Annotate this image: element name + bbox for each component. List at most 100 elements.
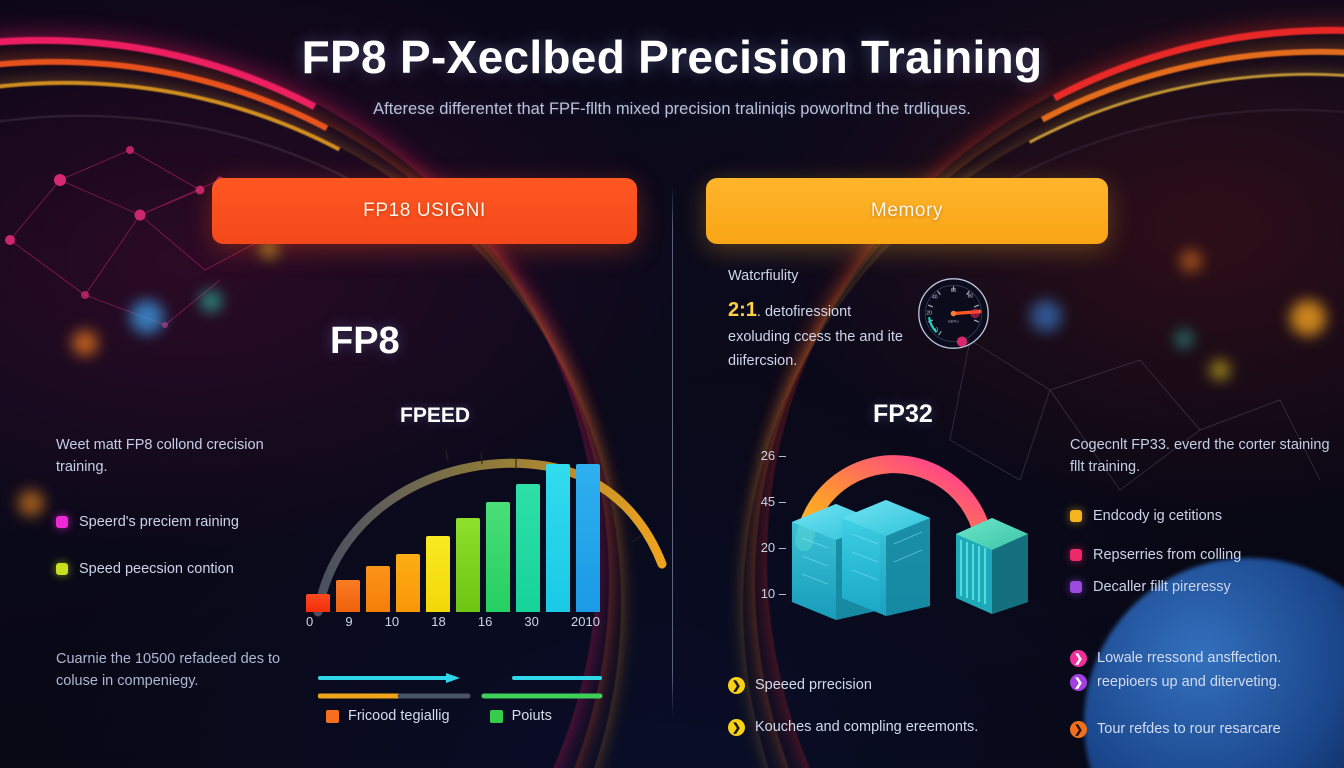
bar-1 — [336, 580, 360, 612]
page-title: FP8 P-Xeclbed Precision Training — [301, 31, 1043, 83]
bar-2 — [366, 566, 390, 612]
bullet-dot-magenta-icon — [56, 515, 68, 528]
fp32-y-axis: 26 – 45 – 20 – 10 – — [744, 448, 786, 632]
legend-swatch-orange-icon — [326, 709, 339, 723]
page-subtitle: Afterese differentet that FPF-fllth mixe… — [373, 100, 971, 118]
bokeh-orb — [72, 330, 98, 356]
bokeh-orb — [1210, 360, 1230, 380]
mid-item[interactable]: ❯ Speeed prrecision — [728, 675, 1058, 695]
svg-text:0: 0 — [935, 327, 938, 333]
chevron-right-icon: ❯ — [728, 719, 745, 737]
bar-6 — [486, 502, 510, 612]
left-text-column: Weet matt FP8 collond crecision training… — [56, 434, 276, 580]
left-bullet-item[interactable]: Speed peecsion contion — [56, 559, 276, 579]
ratio-heading: Watcrfiulity — [728, 268, 799, 284]
legend-item[interactable]: Fricood tegiallig — [326, 708, 450, 724]
ratio-text-block: Watcrfiulity 2:1. detofiressiont exoludi… — [728, 266, 908, 373]
x-tick: 0 — [306, 614, 314, 629]
svg-text:20: 20 — [926, 310, 932, 316]
left-footer-text-block: Cuarnie the 10500 refadeed des to coluse… — [56, 648, 281, 693]
legend-label: Poiuts — [511, 708, 552, 724]
bar-0 — [306, 594, 330, 612]
bar-8 — [546, 464, 570, 612]
left-intro-text: Weet matt FP8 collond crecision training… — [56, 437, 264, 476]
right-bottom-items: ❯ Lowale rressond ansffection. ❯ reepioe… — [1070, 648, 1335, 739]
bullet-dot-pink-icon — [1070, 549, 1082, 562]
bar-7 — [516, 484, 540, 612]
x-tick: 16 — [477, 614, 493, 629]
bullet-dot-lime-icon — [56, 563, 68, 576]
chevron-right-icon: ❯ — [1070, 650, 1087, 667]
fp32-heading: FP32 — [873, 400, 933, 428]
right-bullet-item[interactable]: Decaller fillt pireressy — [1070, 577, 1330, 597]
arrow-bars-svg — [317, 673, 603, 699]
chevron-right-icon: ❯ — [728, 677, 745, 694]
tab-fp18-label: FP18 USIGNI — [363, 200, 486, 221]
bottom-item[interactable]: ❯ Tour refdes to rour resarcare — [1070, 719, 1335, 739]
speed-chart-x-axis: 0 9 10 18 16 30 2010 — [306, 614, 600, 629]
bottom-item[interactable]: ❯ Lowale rressond ansffection. — [1070, 648, 1335, 668]
chart-arrow-indicators — [317, 672, 618, 711]
y-tick: 10 – — [760, 586, 786, 601]
network-constellation-decoration-right — [949, 339, 1321, 491]
chevron-right-icon: ❯ — [1070, 674, 1087, 692]
y-tick: 20 – — [760, 540, 786, 555]
bullet-dot-purple-icon — [1070, 580, 1082, 593]
page-header: FP8 P-Xeclbed Precision Training Afteres… — [0, 30, 1344, 119]
x-tick: 2010 — [571, 614, 600, 629]
y-tick: 45 – — [760, 494, 786, 509]
right-bullet-item[interactable]: Repserries from colling — [1070, 545, 1330, 565]
left-bullet-item[interactable]: Speerd's preciem raining — [56, 512, 276, 532]
chevron-right-icon: ❯ — [1070, 720, 1087, 738]
bokeh-orb — [1290, 300, 1326, 336]
bokeh-orb — [130, 300, 164, 334]
left-footer-text: Cuarnie the 10500 refadeed des to coluse… — [56, 651, 281, 690]
mid-item-label: Speeed prrecision — [755, 677, 872, 693]
svg-text:80: 80 — [968, 294, 974, 300]
bottom-item-label: reepioers up and diterveting. — [1097, 674, 1281, 691]
right-bullet-label: Endcody ig cetitions — [1093, 507, 1222, 524]
ratio-description: . detofiressiont exoluding ccess the and… — [728, 303, 903, 369]
x-tick: 30 — [524, 614, 539, 629]
right-mid-items: ❯ Speeed prrecision ❯ Kouches and compli… — [728, 666, 1058, 738]
svg-text:60: 60 — [951, 288, 957, 294]
right-text-column: Cogecnlt FP33. everd the corter staining… — [1070, 434, 1330, 597]
mid-item[interactable]: ❯ Kouches and compling ereemonts. — [728, 717, 1058, 737]
memory-blocks-illustration — [792, 455, 1028, 620]
panel-divider — [672, 185, 673, 715]
mid-item-label: Kouches and compling ereemonts. — [755, 719, 979, 736]
bokeh-orb — [18, 490, 44, 516]
bokeh-orb — [1175, 330, 1193, 348]
tab-memory-label: Memory — [870, 200, 944, 221]
x-tick: 18 — [431, 614, 446, 629]
y-tick: 26 – — [760, 448, 786, 463]
right-bullet-item[interactable]: Endcody ig cetitions — [1070, 506, 1330, 526]
tab-fp18-usigni[interactable]: FP18 USIGNI — [212, 178, 637, 244]
legend-item[interactable]: Poiuts — [489, 708, 552, 724]
right-intro-text: Cogecnlt FP33. everd the corter staining… — [1070, 437, 1330, 476]
right-bullet-label: Decaller fillt pireressy — [1093, 578, 1231, 595]
ratio-value: 2:1 — [728, 298, 757, 321]
network-constellation-decoration — [5, 146, 351, 328]
speed-chart-legend: Fricood tegiallig Poiuts — [326, 708, 552, 724]
left-bullet-label: Speed peecsion contion — [79, 561, 234, 578]
svg-text:40: 40 — [932, 295, 938, 301]
bokeh-orb — [1030, 300, 1062, 332]
speed-bar-chart — [306, 440, 600, 612]
bar-3 — [396, 554, 420, 612]
x-tick: 10 — [384, 614, 400, 629]
speed-chart-title: FPEED — [400, 404, 471, 427]
svg-text:MPH: MPH — [948, 319, 958, 324]
legend-swatch-green-icon — [489, 709, 503, 723]
bokeh-orb — [260, 240, 278, 258]
bottom-item-label: Tour refdes to rour resarcare — [1097, 720, 1281, 737]
tab-memory[interactable]: Memory — [706, 178, 1108, 244]
x-tick: 9 — [345, 614, 353, 629]
bottom-item[interactable]: ❯ reepioers up and diterveting. — [1070, 672, 1335, 692]
bokeh-orb — [1180, 250, 1202, 272]
bottom-item-label: Lowale rressond ansffection. — [1097, 650, 1282, 666]
fp8-heading: FP8 — [330, 320, 400, 362]
bullet-dot-amber-icon — [1070, 509, 1082, 522]
